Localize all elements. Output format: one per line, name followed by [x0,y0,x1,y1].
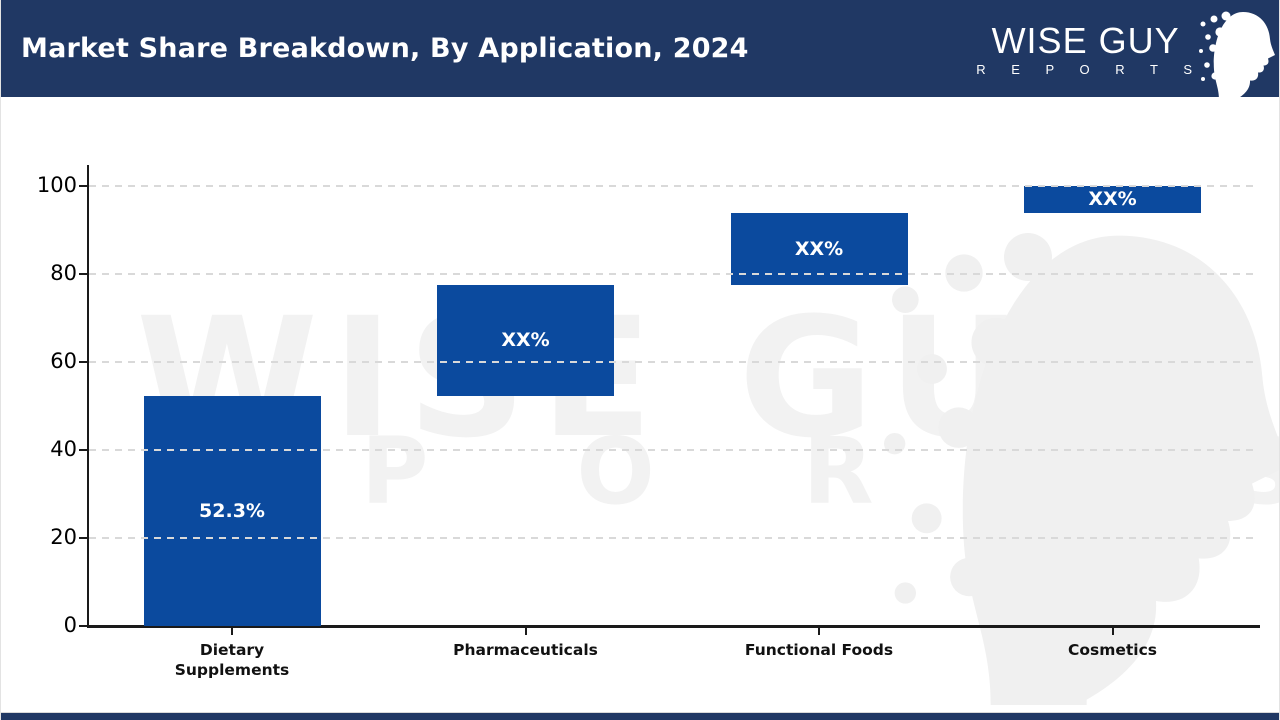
logo-wordmark: WISE GUY R E P O R T S [968,20,1203,78]
y-axis-tick [79,361,88,363]
gridline [89,449,1259,451]
gridline [89,185,1259,187]
x-tick-label: Cosmetics [1067,641,1158,659]
logo-brand-name: WISE GUY [991,20,1180,61]
brand-logo: WISE GUY R E P O R T S [976,8,1275,100]
watermark-head-icon [884,233,1279,705]
x-tick-label: Dietary Supplements [174,641,290,679]
page-title: Market Share Breakdown, By Application, … [21,33,749,64]
y-tick-label: 0 [63,613,77,637]
bar: XX% [730,212,908,285]
y-tick-label: 40 [50,437,77,461]
y-tick-label: 60 [50,349,77,373]
bar: XX% [437,285,614,396]
y-axis-tick [79,449,88,451]
gridline [89,273,1259,275]
x-tick-label: Functional Foods [744,641,894,659]
y-axis-tick [79,625,88,627]
x-axis-tick [1111,627,1114,635]
x-tick-label: Pharmaceuticals [453,641,598,659]
bar-value-label: XX% [1088,188,1137,211]
y-tick-label: 100 [36,173,77,197]
bar-value-label: 52.3% [199,499,265,522]
bar-value-label: XX% [794,237,844,260]
x-axis-line [87,625,1260,628]
y-axis-line [87,165,89,628]
x-axis-tick [231,627,233,635]
y-axis-tick [79,537,88,539]
footer-bar [1,713,1279,720]
plot-area: 0 20 40 60 80 100 52.3% Dietary Supplements XX% P… [1,97,1279,714]
header: Market Share Breakdown, By Application, … [1,0,1279,100]
footer-divider [1,712,1279,713]
bar-value-label: XX% [501,329,550,352]
x-axis-tick [524,627,527,635]
y-tick-label: 20 [50,525,77,549]
bar: XX% [1024,186,1201,213]
logo-reports-label: R E P O R T S [976,62,1203,77]
gridline [89,361,1259,363]
bar: 52.3% [143,395,321,626]
gridline [89,537,1259,539]
y-tick-label: 80 [50,261,77,285]
head-profile-icon [1199,11,1275,100]
y-axis-tick [79,185,88,187]
x-axis-tick [818,627,820,635]
y-axis-tick [79,273,88,275]
